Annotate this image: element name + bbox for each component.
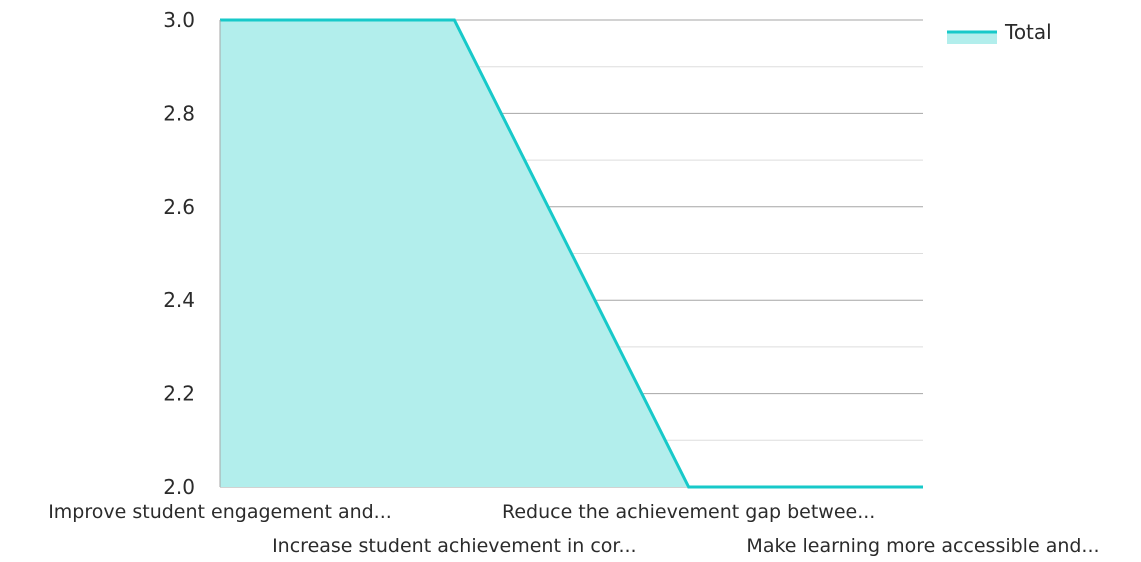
x-category-label: Improve student engagement and... <box>48 501 392 523</box>
y-tick-label: 2.6 <box>163 195 195 219</box>
legend: Total <box>947 20 1052 44</box>
y-tick-label: 2.8 <box>163 101 195 125</box>
y-tick-label: 3.0 <box>163 8 195 32</box>
x-category-label: Reduce the achievement gap betwee... <box>502 501 875 523</box>
series-line-total <box>220 18 923 489</box>
y-tick-label: 2.2 <box>163 382 195 406</box>
x-category-label: Increase student achievement in cor... <box>272 535 637 557</box>
y-tick-label: 2.4 <box>163 288 195 312</box>
y-tick-label: 2.0 <box>163 475 195 499</box>
legend-swatch-fill <box>947 32 997 44</box>
x-category-label: Make learning more accessible and... <box>746 535 1099 557</box>
area-layer <box>220 18 923 489</box>
legend-label-total: Total <box>1004 20 1052 44</box>
